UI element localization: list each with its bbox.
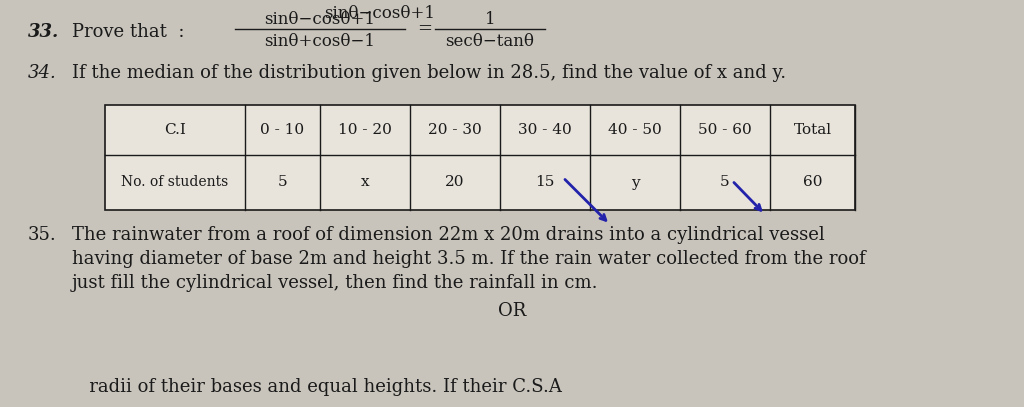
Text: y: y xyxy=(631,175,639,190)
Text: No. of students: No. of students xyxy=(122,175,228,190)
Text: 20 - 30: 20 - 30 xyxy=(428,123,482,137)
Text: just fill the cylindrical vessel, then find the rainfall in cm.: just fill the cylindrical vessel, then f… xyxy=(72,274,598,292)
Text: sinθ−cosθ+1: sinθ−cosθ+1 xyxy=(325,5,435,22)
Text: OR: OR xyxy=(498,302,526,320)
Text: 30 - 40: 30 - 40 xyxy=(518,123,571,137)
Text: x: x xyxy=(360,175,370,190)
Text: 35.: 35. xyxy=(28,226,56,244)
Text: Prove that  :: Prove that : xyxy=(72,23,184,41)
Text: =: = xyxy=(418,20,432,38)
Text: 5: 5 xyxy=(720,175,730,190)
Text: sinθ−cosθ+1: sinθ−cosθ+1 xyxy=(264,11,376,28)
Text: secθ−tanθ: secθ−tanθ xyxy=(445,33,535,50)
Text: 0 - 10: 0 - 10 xyxy=(260,123,304,137)
Text: having diameter of base 2m and height 3.5 m. If the rain water collected from th: having diameter of base 2m and height 3.… xyxy=(72,250,865,268)
Text: If the median of the distribution given below in 28.5, find the value of x and y: If the median of the distribution given … xyxy=(72,64,786,82)
Bar xyxy=(105,105,855,210)
Text: 50 - 60: 50 - 60 xyxy=(698,123,752,137)
Text: 33.: 33. xyxy=(28,23,59,41)
Text: 20: 20 xyxy=(445,175,465,190)
Text: radii of their bases and equal heights. If their C.S.A: radii of their bases and equal heights. … xyxy=(72,378,562,396)
Text: 60: 60 xyxy=(803,175,822,190)
Text: 34.: 34. xyxy=(28,64,56,82)
Text: Total: Total xyxy=(794,123,831,137)
Text: 10 - 20: 10 - 20 xyxy=(338,123,392,137)
Text: The rainwater from a roof of dimension 22m x 20m drains into a cylindrical vesse: The rainwater from a roof of dimension 2… xyxy=(72,226,824,244)
Text: C.I: C.I xyxy=(164,123,186,137)
Text: 5: 5 xyxy=(278,175,288,190)
Text: sinθ+cosθ−1: sinθ+cosθ−1 xyxy=(264,33,376,50)
Text: 1: 1 xyxy=(484,11,496,28)
Text: 40 - 50: 40 - 50 xyxy=(608,123,662,137)
Text: 15: 15 xyxy=(536,175,555,190)
